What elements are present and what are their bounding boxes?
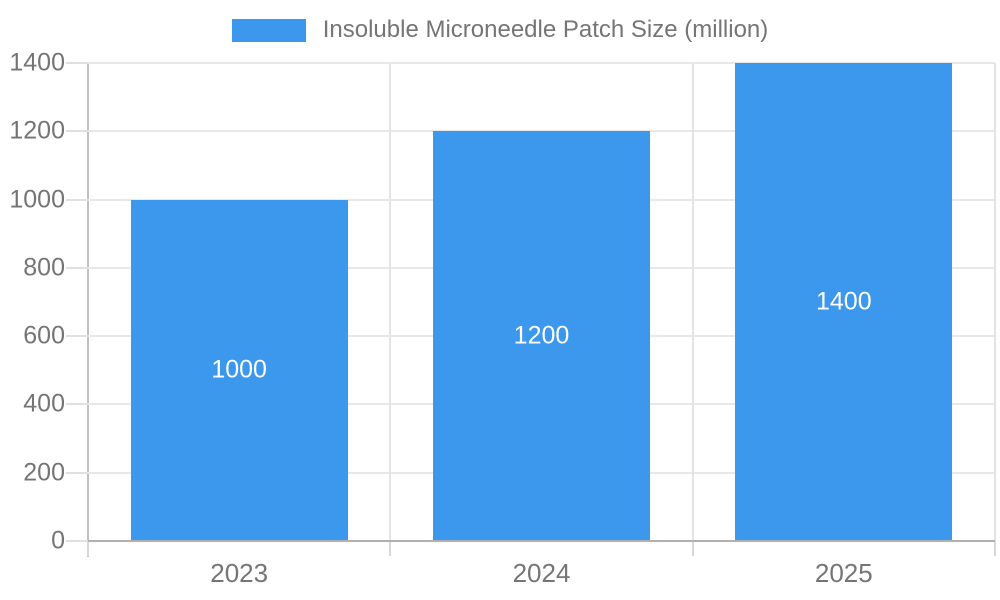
category-column-2023: 1000 2023 bbox=[88, 63, 390, 586]
x-axis-tick-label: 2025 bbox=[814, 558, 873, 588]
bar-value-label: 1000 bbox=[211, 355, 267, 384]
category-column-2024: 1200 2024 bbox=[390, 63, 692, 586]
bar-2023 bbox=[130, 199, 348, 541]
bar-2024 bbox=[432, 131, 651, 541]
category-column-2025: 1400 2025 bbox=[693, 63, 995, 586]
y-axis-tick-label: 0 bbox=[51, 526, 65, 555]
gridline-1400 bbox=[88, 62, 995, 64]
bar-value-label: 1200 bbox=[513, 321, 570, 350]
column-separator bbox=[994, 63, 996, 541]
y-tick-800 bbox=[66, 266, 88, 269]
y-axis-line bbox=[87, 63, 89, 557]
y-tick-1400 bbox=[66, 62, 88, 64]
y-tick-600 bbox=[66, 335, 88, 338]
chart-legend: Insoluble Microneedle Patch Size (millio… bbox=[0, 18, 1000, 42]
x-tick bbox=[994, 541, 996, 556]
bar-value-label: 1400 bbox=[816, 287, 872, 316]
x-tick bbox=[87, 541, 89, 556]
x-tick bbox=[691, 541, 694, 556]
x-axis-baseline bbox=[88, 540, 995, 542]
x-tick bbox=[389, 541, 392, 556]
y-axis-tick-label: 200 bbox=[23, 458, 65, 487]
y-tick-1200 bbox=[66, 130, 88, 133]
plot-area: 0 200 400 600 800 1000 1200 1400 1000 2023 1200 202… bbox=[9, 50, 996, 586]
bar-2025 bbox=[735, 63, 953, 541]
column-separator bbox=[389, 63, 392, 541]
y-tick-400 bbox=[66, 403, 88, 406]
y-axis-tick-label: 1000 bbox=[9, 185, 65, 214]
y-tick-1000 bbox=[66, 198, 88, 201]
y-axis-tick-label: 1400 bbox=[9, 48, 65, 77]
y-axis-tick-label: 400 bbox=[23, 389, 65, 418]
y-tick-0 bbox=[66, 540, 88, 542]
x-axis-tick-label: 2023 bbox=[210, 558, 269, 588]
y-axis-tick-label: 1200 bbox=[9, 116, 65, 145]
column-separator bbox=[691, 63, 694, 541]
x-axis-tick-label: 2024 bbox=[512, 558, 571, 588]
legend-swatch bbox=[231, 18, 306, 42]
legend-label: Insoluble Microneedle Patch Size (millio… bbox=[322, 16, 769, 43]
y-axis-tick-label: 800 bbox=[23, 253, 65, 282]
y-axis-tick-label: 600 bbox=[23, 321, 65, 350]
y-tick-200 bbox=[66, 471, 88, 474]
